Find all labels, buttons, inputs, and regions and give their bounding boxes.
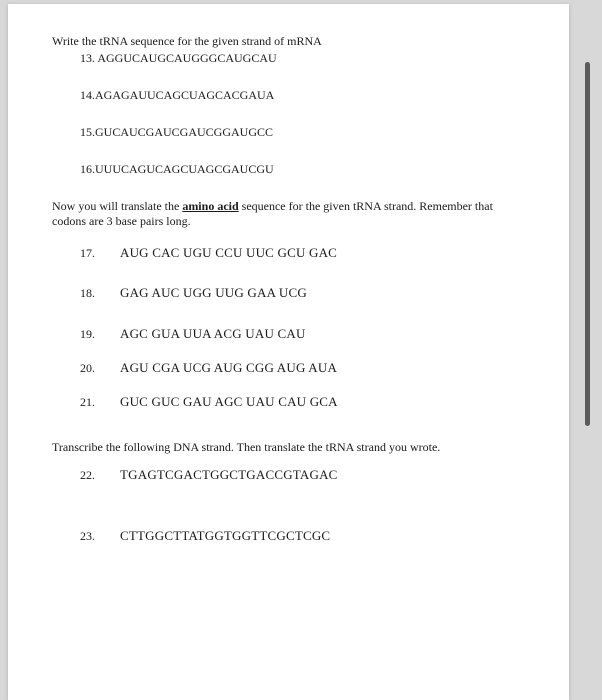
item-num: 18. [80,286,120,301]
item-seq: AGAGAUUCAGCUAGCACGAUA [95,88,274,102]
item-num: 22. [80,468,120,483]
section2-item-21: 21. GUC GUC GAU AGC UAU CAU GCA [52,394,525,410]
section3-item-22: 22. TGAGTCGACTGGCTGACCGTAGAC [52,467,525,483]
section3-title: Transcribe the following DNA strand. The… [52,440,525,455]
document-viewport: Write the tRNA sequence for the given st… [0,0,577,700]
scrollbar-track[interactable] [585,0,590,700]
item-seq: AUG CAC UGU CCU UUC GCU GAC [120,245,337,261]
section2-title-pre: Now you will translate the [52,199,182,213]
section2-item-19: 19. AGC GUA UUA ACG UAU CAU [52,326,525,342]
item-num: 23. [80,529,120,544]
section2-item-18: 18. GAG AUC UGG UUG GAA UCG [52,285,525,301]
section3-item-23: 23. CTTGGCTTATGGTGGTTCGCTCGC [52,528,525,544]
item-num: 16. [80,162,95,176]
item-num: 13. [80,51,95,65]
section1-item-13: 13. AGGUCAUGCAUGGGCAUGCAU [52,51,525,66]
item-seq: CTTGGCTTATGGTGGTTCGCTCGC [120,528,330,544]
item-seq: AGGUCAUGCAUGGGCAUGCAU [97,51,276,65]
section2-item-17: 17. AUG CAC UGU CCU UUC GCU GAC [52,245,525,261]
item-num: 14. [80,88,95,102]
item-seq: TGAGTCGACTGGCTGACCGTAGAC [120,467,338,483]
item-num: 17. [80,246,120,261]
section2-title-em: amino acid [182,199,238,213]
section2-title: Now you will translate the amino acid se… [52,199,525,229]
section1-item-15: 15.GUCAUCGAUCGAUCGGAUGCC [52,125,525,140]
section1-title: Write the tRNA sequence for the given st… [52,34,525,49]
section2-item-20: 20. AGU CGA UCG AUG CGG AUG AUA [52,360,525,376]
item-num: 21. [80,395,120,410]
item-seq: AGU CGA UCG AUG CGG AUG AUA [120,360,337,376]
section1-item-14: 14.AGAGAUUCAGCUAGCACGAUA [52,88,525,103]
item-seq: UUUCAGUCAGCUAGCGAUCGU [95,162,274,176]
item-seq: GUCAUCGAUCGAUCGGAUGCC [95,125,273,139]
item-seq: AGC GUA UUA ACG UAU CAU [120,326,306,342]
item-seq: GUC GUC GAU AGC UAU CAU GCA [120,394,338,410]
item-seq: GAG AUC UGG UUG GAA UCG [120,285,307,301]
item-num: 15. [80,125,95,139]
document-page: Write the tRNA sequence for the given st… [8,4,569,700]
section1-item-16: 16.UUUCAGUCAGCUAGCGAUCGU [52,162,525,177]
item-num: 20. [80,361,120,376]
item-num: 19. [80,327,120,342]
scrollbar-thumb[interactable] [585,62,590,426]
